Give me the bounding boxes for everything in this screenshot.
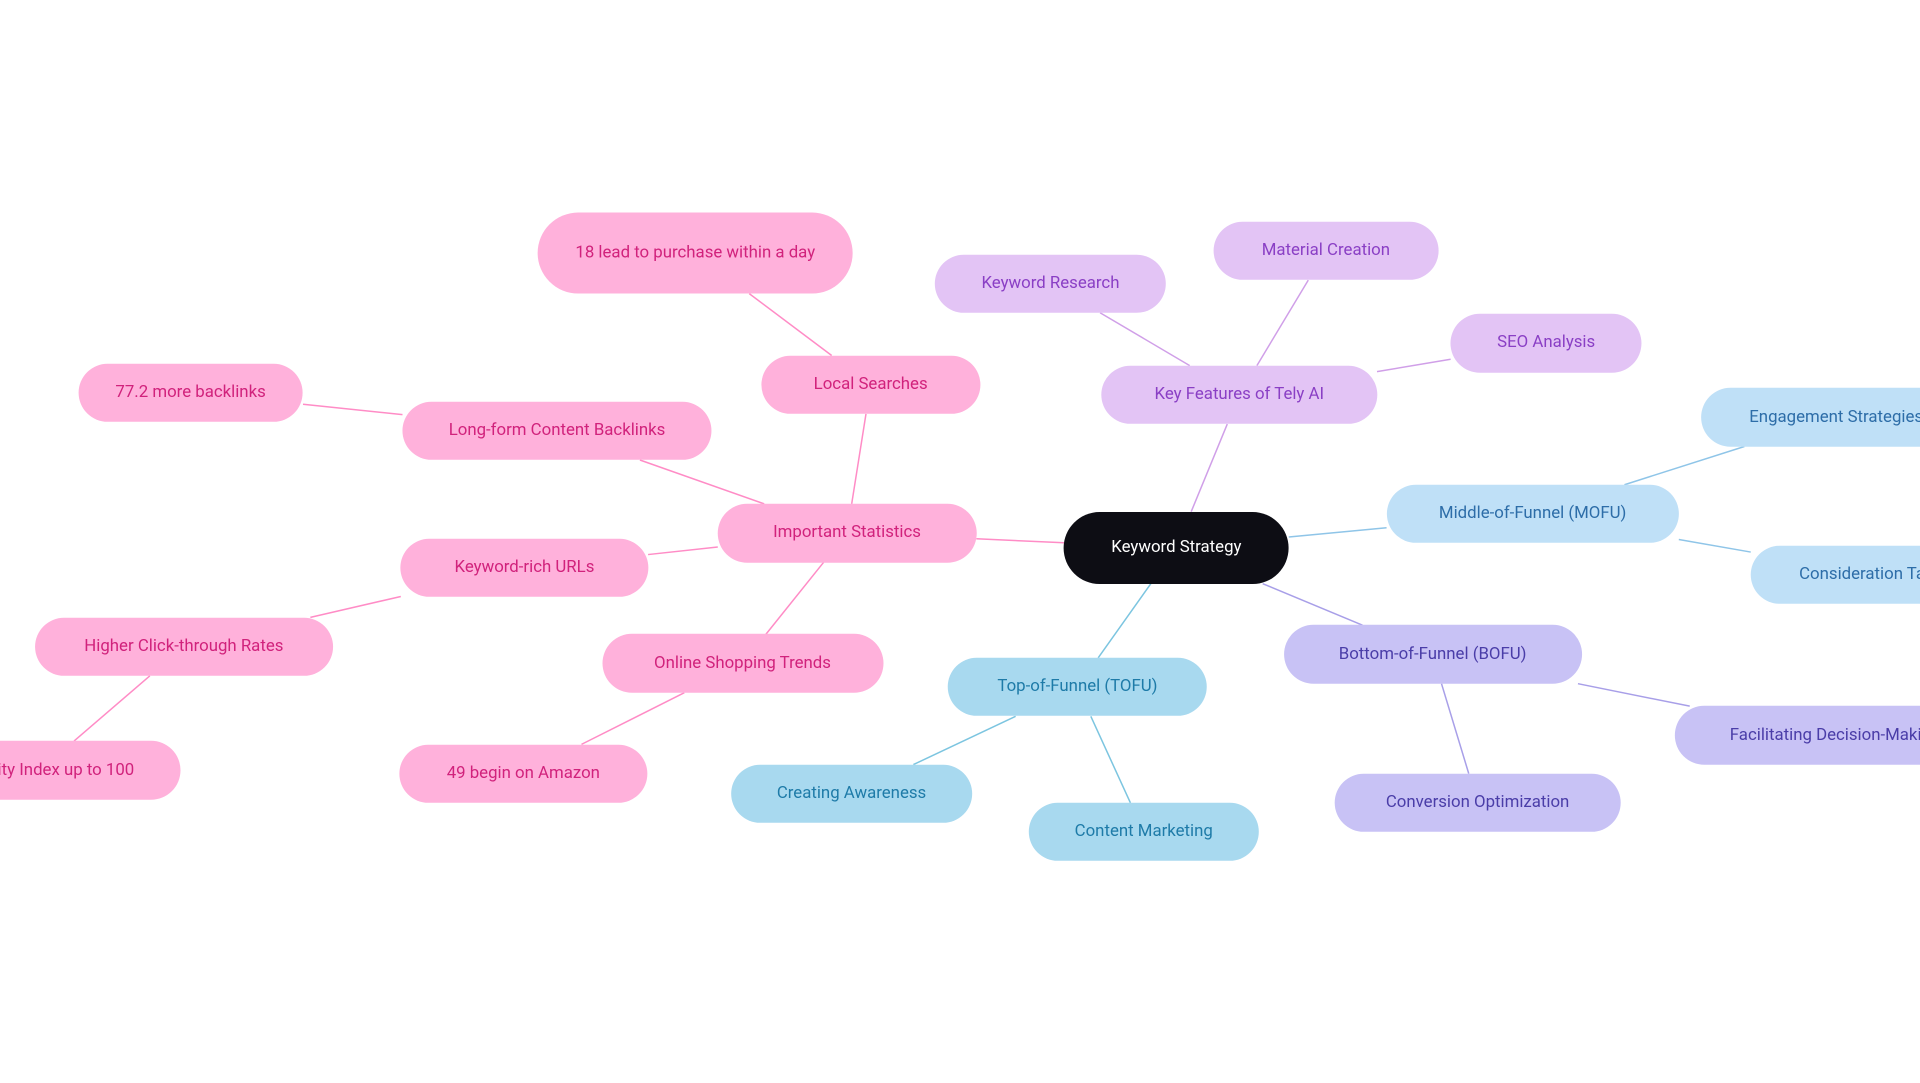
mindmap-canvas: Keyword Strategy Important Statistics Loca… [0, 0, 1920, 1083]
edge [1098, 584, 1151, 658]
edge [749, 294, 831, 356]
node-label: Creating Awareness [777, 783, 926, 805]
mindmap-node[interactable]: Keyword-rich URLs [401, 539, 648, 597]
node-label: Top-of-Funnel (TOFU) [997, 676, 1157, 698]
edge [1191, 424, 1227, 512]
edge [913, 716, 1015, 764]
mindmap-node[interactable]: Conversion Optimization [1334, 774, 1621, 832]
edge [648, 547, 718, 555]
node-label: 49 begin on Amazon [447, 763, 600, 785]
edge [303, 404, 402, 414]
node-label: Similarity Index up to 100 [0, 759, 134, 781]
edge [1377, 359, 1451, 371]
mindmap-node[interactable]: SEO Analysis [1451, 314, 1642, 372]
node-label: Bottom-of-Funnel (BOFU) [1339, 644, 1527, 666]
node-label: Consideration Tactics [1799, 564, 1920, 586]
edge [852, 414, 866, 504]
mindmap-node[interactable]: Similarity Index up to 100 [0, 741, 181, 799]
edge [74, 676, 150, 741]
mindmap-node[interactable]: Engagement Strategies [1701, 388, 1920, 446]
mindmap-node[interactable]: 18 lead to purchase within a day [538, 213, 853, 294]
mindmap-node[interactable]: 77.2 more backlinks [78, 363, 303, 421]
node-label: Material Creation [1262, 240, 1390, 262]
mindmap-node[interactable]: Facilitating Decision-Making [1675, 706, 1920, 764]
edge [1442, 684, 1469, 774]
mindmap-node[interactable]: Long-form Content Backlinks [402, 402, 711, 460]
edge [640, 460, 764, 504]
node-label: Important Statistics [773, 522, 921, 544]
edge [1100, 313, 1190, 366]
node-label: Middle-of-Funnel (MOFU) [1439, 503, 1626, 525]
node-label: Online Shopping Trends [654, 653, 831, 675]
edge [1578, 684, 1690, 706]
edge [1263, 584, 1363, 626]
node-label: Higher Click-through Rates [84, 636, 283, 658]
node-label: Keyword Research [981, 273, 1119, 295]
node-label: Local Searches [814, 374, 928, 396]
node-label: 77.2 more backlinks [115, 382, 265, 404]
mindmap-node[interactable]: Creating Awareness [731, 765, 973, 823]
node-label: Engagement Strategies [1749, 406, 1920, 428]
node-label: Facilitating Decision-Making [1730, 724, 1920, 746]
mindmap-node[interactable]: Top-of-Funnel (TOFU) [948, 658, 1207, 716]
mindmap-node[interactable]: Material Creation [1213, 222, 1438, 280]
mindmap-node[interactable]: Consideration Tactics [1751, 545, 1920, 603]
mindmap-node[interactable]: Keyword Research [935, 254, 1165, 312]
edge [1257, 280, 1308, 365]
edge [976, 539, 1064, 543]
node-label: Long-form Content Backlinks [449, 420, 666, 442]
node-label: SEO Analysis [1497, 332, 1595, 354]
node-label: 18 lead to purchase within a day [575, 242, 815, 264]
edge [766, 562, 824, 634]
node-label: Key Features of Tely AI [1155, 384, 1325, 406]
mindmap-node[interactable]: Online Shopping Trends [602, 634, 883, 692]
edge [310, 596, 400, 617]
mindmap-node[interactable]: Key Features of Tely AI [1102, 366, 1377, 424]
node-label: Content Marketing [1075, 821, 1213, 843]
edge [1679, 539, 1751, 552]
mindmap-node[interactable]: Higher Click-through Rates [35, 617, 333, 675]
mindmap-node[interactable]: Local Searches [761, 355, 980, 413]
edge [1289, 528, 1387, 537]
root-node[interactable]: Keyword Strategy [1064, 512, 1289, 584]
node-label: Keyword-rich URLs [455, 557, 595, 579]
edge [1624, 447, 1744, 485]
node-label: Conversion Optimization [1386, 792, 1569, 814]
mindmap-node[interactable]: Important Statistics [718, 504, 977, 562]
mindmap-node[interactable]: 49 begin on Amazon [400, 744, 647, 802]
edge [1091, 716, 1131, 803]
mindmap-node[interactable]: Middle-of-Funnel (MOFU) [1387, 485, 1679, 543]
mindmap-node[interactable]: Bottom-of-Funnel (BOFU) [1284, 625, 1582, 683]
node-label: Keyword Strategy [1111, 537, 1241, 559]
mindmap-node[interactable]: Content Marketing [1029, 803, 1259, 861]
edge [581, 693, 684, 745]
